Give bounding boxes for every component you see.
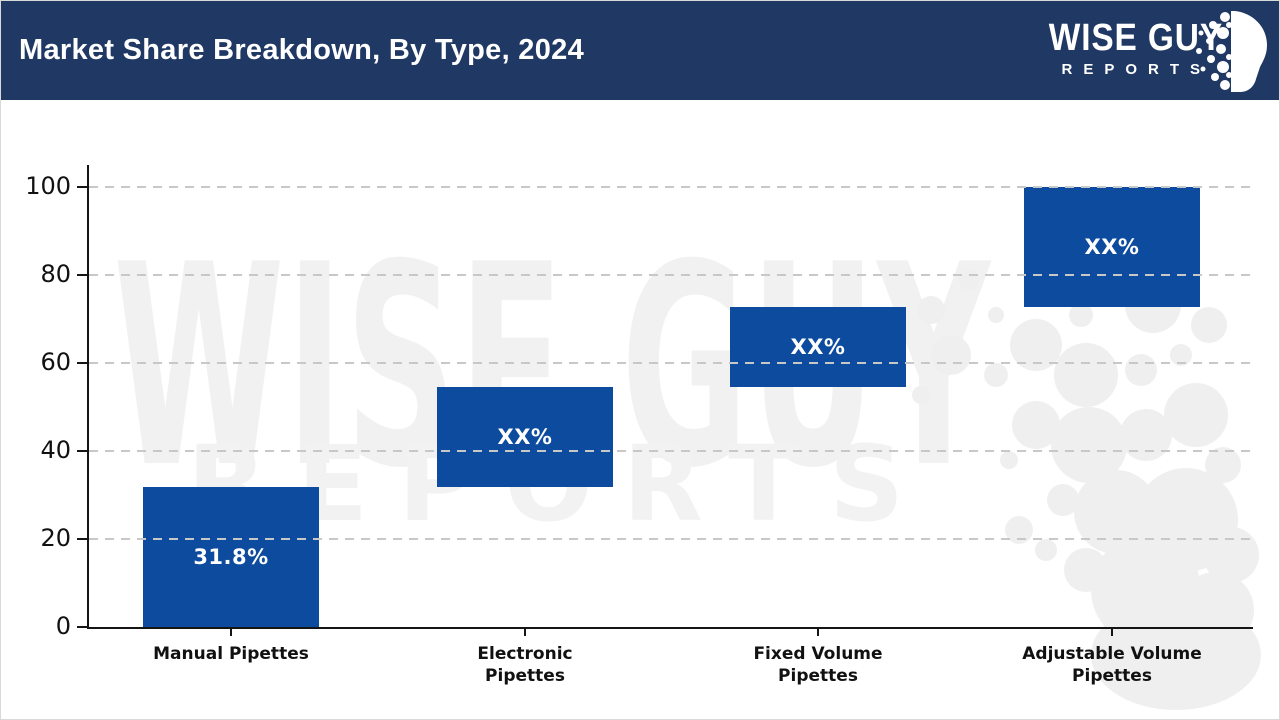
- y-tick-label: 100: [25, 172, 71, 200]
- page-title: Market Share Breakdown, By Type, 2024: [19, 34, 585, 66]
- y-tick-label: 40: [40, 436, 71, 464]
- y-axis-tick: [77, 186, 87, 188]
- x-tick-label-line: Fixed Volume: [753, 644, 883, 664]
- bar-electronic-pipettes: XX%: [437, 387, 613, 488]
- x-axis-tick: [817, 629, 819, 636]
- bar-value-label: 31.8%: [193, 545, 269, 570]
- bar-value-label: XX%: [1084, 235, 1140, 260]
- y-tick-label: 80: [40, 260, 71, 288]
- chart-area: WISE GUY REPORTS 02040608010031.8%Manual…: [1, 100, 1279, 719]
- bar-manual-pipettes: 31.8%: [143, 487, 319, 627]
- brand-logo-tagline: REPORTS: [1061, 61, 1211, 78]
- gridline: [89, 450, 1253, 452]
- gridline: [89, 538, 1253, 540]
- gridline: [89, 274, 1253, 276]
- bar-value-label: XX%: [790, 335, 846, 360]
- gridline: [89, 362, 1253, 364]
- x-axis-tick: [524, 629, 526, 636]
- y-axis-tick: [77, 274, 87, 276]
- y-tick-label: 60: [40, 348, 71, 376]
- brand-logo: WISE GUY REPORTS: [1011, 1, 1279, 100]
- plot-layer: 0 20 40 60 80 100 31.8% Manual Pipettes XX% Elect…: [1, 100, 1279, 719]
- x-tick-label: Manual Pipettes: [81, 643, 381, 665]
- y-axis-tick: [77, 450, 87, 452]
- x-tick-label-line: Adjustable Volume: [1022, 644, 1202, 664]
- y-axis-tick: [77, 538, 87, 540]
- bar-fixed-volume-pipettes: XX%: [730, 307, 906, 388]
- header-bar: Market Share Breakdown, By Type, 2024 WI…: [1, 1, 1279, 100]
- x-tick-label: Fixed Volume Pipettes: [668, 643, 968, 687]
- x-tick-label: Adjustable Volume Pipettes: [962, 643, 1262, 687]
- x-axis-tick: [230, 629, 232, 636]
- gridline: [89, 186, 1253, 188]
- y-axis-tick: [77, 626, 87, 628]
- x-tick-label: Electronic Pipettes: [375, 643, 675, 687]
- y-tick-label: 20: [40, 524, 71, 552]
- x-tick-label-line: Manual Pipettes: [153, 644, 309, 664]
- x-tick-label-line: Pipettes: [1072, 666, 1152, 686]
- x-tick-label-line: Pipettes: [485, 666, 565, 686]
- x-tick-label-line: Pipettes: [778, 666, 858, 686]
- bar-adjustable-volume-pipettes: XX%: [1024, 187, 1200, 308]
- x-axis-tick: [1111, 629, 1113, 636]
- y-axis-line: [87, 165, 89, 629]
- bar-value-label: XX%: [497, 425, 553, 450]
- x-axis-line: [87, 627, 1253, 629]
- y-tick-label: 0: [55, 612, 71, 640]
- y-axis-tick: [77, 362, 87, 364]
- brand-face-icon: [1196, 11, 1267, 92]
- x-tick-label-line: Electronic: [477, 644, 573, 664]
- brand-logo-name: WISE GUY: [1048, 17, 1223, 59]
